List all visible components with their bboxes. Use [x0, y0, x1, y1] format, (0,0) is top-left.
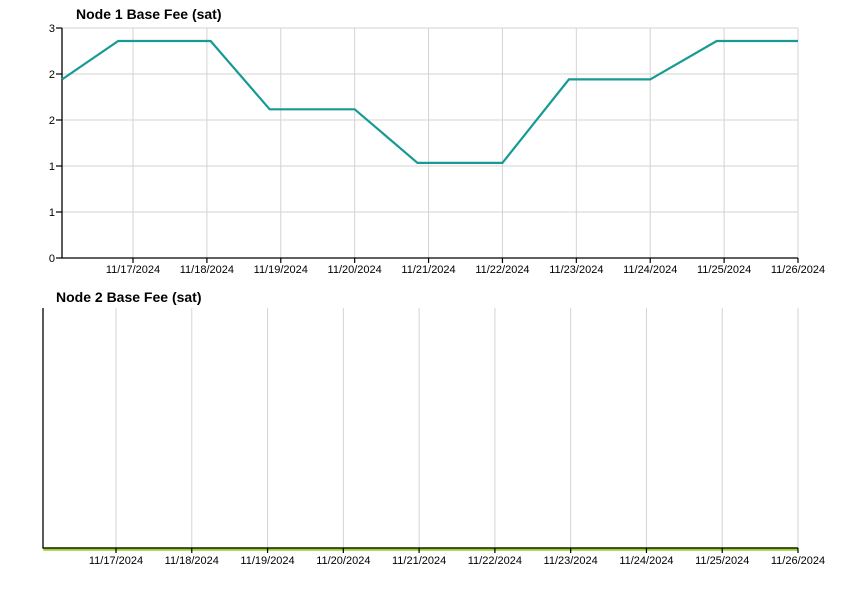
chart-1-title: Node 1 Base Fee (sat): [76, 6, 222, 22]
x-tick-label: 11/20/2024: [328, 264, 382, 276]
x-tick-label: 11/23/2024: [549, 264, 603, 276]
x-tick-label: 11/26/2024: [771, 555, 825, 567]
y-tick-label: 2: [49, 69, 55, 81]
x-tick-label: 11/26/2024: [771, 264, 825, 276]
x-tick-label: 11/17/2024: [89, 555, 143, 567]
x-tick-label: 11/18/2024: [180, 264, 234, 276]
y-tick-label: 1: [49, 161, 55, 173]
x-tick-label: 11/19/2024: [254, 264, 308, 276]
y-tick-label: 0: [49, 253, 55, 265]
y-tick-label: 3: [49, 23, 55, 35]
x-tick-label: 11/25/2024: [695, 555, 749, 567]
x-tick-label: 11/24/2024: [619, 555, 673, 567]
x-tick-label: 11/21/2024: [401, 264, 455, 276]
y-tick-label: 2: [49, 115, 55, 127]
y-tick-label: 1: [49, 207, 55, 219]
x-tick-label: 11/17/2024: [106, 264, 160, 276]
x-tick-label: 11/18/2024: [165, 555, 219, 567]
x-tick-label: 11/24/2024: [623, 264, 677, 276]
chart-2-title: Node 2 Base Fee (sat): [56, 289, 202, 305]
series-line-1: [61, 39, 798, 164]
x-tick-label: 11/22/2024: [468, 555, 522, 567]
x-tick-label: 11/25/2024: [697, 264, 751, 276]
x-tick-label: 11/21/2024: [392, 555, 446, 567]
x-tick-label: 11/20/2024: [316, 555, 370, 567]
x-tick-label: 11/23/2024: [544, 555, 598, 567]
x-tick-label: 11/22/2024: [475, 264, 529, 276]
x-tick-label: 11/19/2024: [240, 555, 294, 567]
